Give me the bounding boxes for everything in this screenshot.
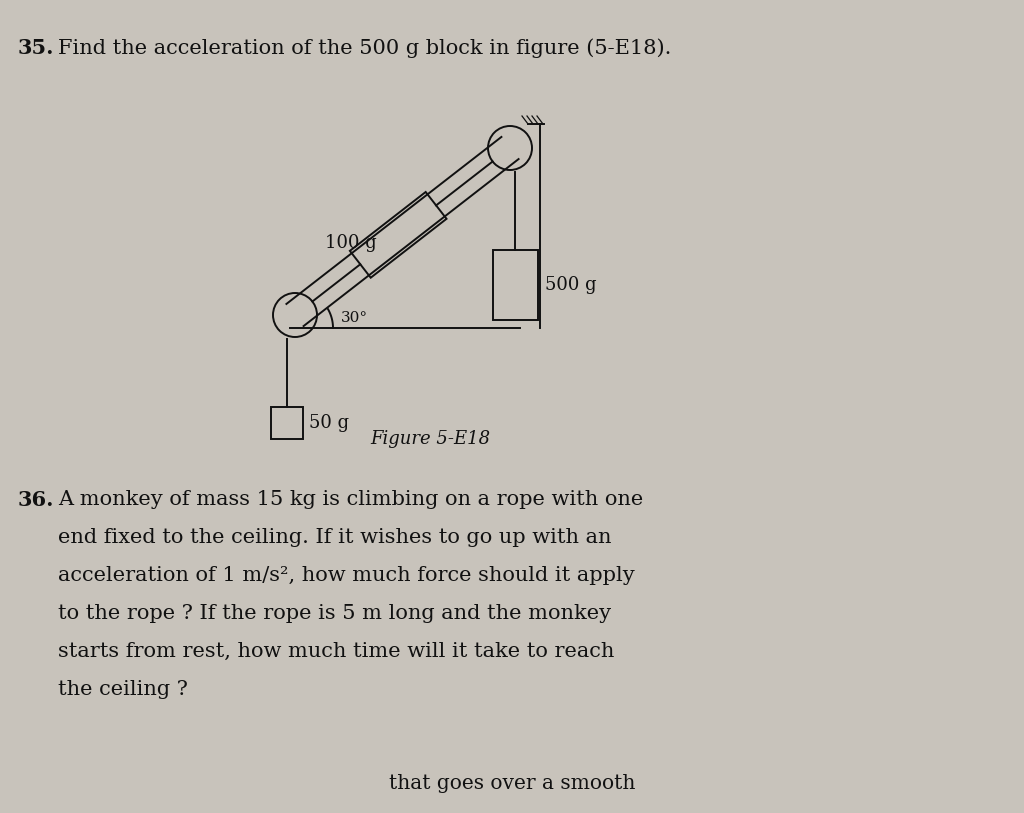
- Text: 50 g: 50 g: [309, 414, 349, 432]
- Bar: [271, 407, 303, 439]
- Text: that goes over a smooth: that goes over a smooth: [389, 774, 635, 793]
- Text: end fixed to the ceiling. If it wishes to go up with an: end fixed to the ceiling. If it wishes t…: [58, 528, 611, 547]
- Bar: [493, 250, 538, 320]
- Text: acceleration of 1 m/s², how much force should it apply: acceleration of 1 m/s², how much force s…: [58, 566, 635, 585]
- Text: 36.: 36.: [18, 490, 54, 510]
- Text: 100 g: 100 g: [326, 234, 377, 252]
- Text: 30°: 30°: [341, 311, 368, 325]
- Text: 35.: 35.: [18, 38, 54, 58]
- Text: Find the acceleration of the 500 g block in figure (5-E18).: Find the acceleration of the 500 g block…: [58, 38, 672, 58]
- Text: the ceiling ?: the ceiling ?: [58, 680, 187, 699]
- Text: to the rope ? If the rope is 5 m long and the monkey: to the rope ? If the rope is 5 m long an…: [58, 604, 611, 623]
- Text: starts from rest, how much time will it take to reach: starts from rest, how much time will it …: [58, 642, 614, 661]
- Text: Figure 5-E18: Figure 5-E18: [370, 430, 490, 448]
- Text: 500 g: 500 g: [545, 276, 597, 294]
- Text: A monkey of mass 15 kg is climbing on a rope with one: A monkey of mass 15 kg is climbing on a …: [58, 490, 643, 509]
